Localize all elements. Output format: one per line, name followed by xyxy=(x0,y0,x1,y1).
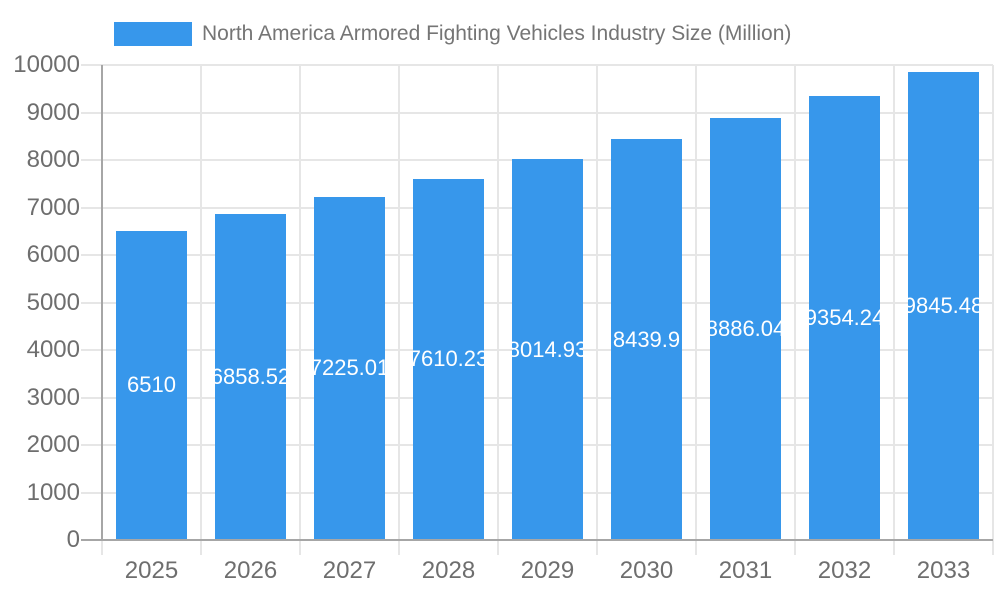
bar-value-label: 7225.01 xyxy=(314,355,385,381)
x-axis-tick-label: 2029 xyxy=(520,557,575,584)
x-axis-tick-label: 2028 xyxy=(421,557,476,584)
bar[interactable]: 8439.9 xyxy=(611,139,682,540)
y-axis-line xyxy=(101,65,103,540)
y-axis-tick-label: 9000 xyxy=(26,98,80,126)
bar-value-label: 6858.52 xyxy=(215,364,286,390)
x-gridline xyxy=(893,65,895,555)
x-axis-tick-label: 2033 xyxy=(916,557,971,584)
x-axis-tick-label: 2032 xyxy=(817,557,872,584)
y-axis-tick-label: 5000 xyxy=(26,288,80,316)
y-axis-tick-label: 3000 xyxy=(26,383,80,411)
y-axis-tick-label: 4000 xyxy=(26,336,80,363)
legend[interactable]: North America Armored Fighting Vehicles … xyxy=(114,21,791,47)
y-axis-tick-label: 10000 xyxy=(13,51,80,78)
bar[interactable]: 8886.04 xyxy=(710,117,781,540)
x-gridline xyxy=(497,65,499,555)
bar-value-label: 8886.04 xyxy=(710,315,781,341)
x-axis-tick-label: 2025 xyxy=(124,557,179,584)
legend-swatch-icon xyxy=(114,22,192,46)
bar-value-label: 8014.93 xyxy=(512,336,583,362)
x-gridline xyxy=(992,65,994,555)
x-gridline xyxy=(596,65,598,555)
bar[interactable]: 6858.52 xyxy=(215,214,286,540)
y-axis-tick-label: 0 xyxy=(66,526,80,553)
bar[interactable]: 6510 xyxy=(116,230,187,540)
y-gridline xyxy=(81,111,993,114)
x-axis-line xyxy=(81,539,993,541)
bar[interactable]: 9354.24 xyxy=(809,95,880,540)
y-axis-tick-label: 7000 xyxy=(26,193,80,221)
y-gridline xyxy=(81,64,993,66)
x-gridline xyxy=(695,65,697,555)
x-axis-tick-label: 2030 xyxy=(619,557,674,584)
bar-value-label: 9845.48 xyxy=(908,293,979,319)
bar[interactable]: 7610.23 xyxy=(413,178,484,540)
bar[interactable]: 7225.01 xyxy=(314,196,385,540)
x-gridline xyxy=(200,65,202,555)
x-axis-tick-label: 2031 xyxy=(718,557,773,584)
legend-label: North America Armored Fighting Vehicles … xyxy=(202,22,792,45)
y-axis-tick-label: 1000 xyxy=(26,478,80,506)
x-gridline xyxy=(398,65,400,555)
x-gridline xyxy=(794,65,796,555)
bar-value-label: 7610.23 xyxy=(413,346,484,372)
bar-value-label: 8439.9 xyxy=(612,326,681,352)
bar[interactable]: 9845.48 xyxy=(908,72,979,540)
bar[interactable]: 8014.93 xyxy=(512,159,583,540)
bar-value-label: 6510 xyxy=(127,372,176,398)
x-gridline xyxy=(299,65,301,555)
y-axis-tick-label: 2000 xyxy=(26,431,80,458)
y-axis-tick-label: 6000 xyxy=(26,241,80,268)
y-axis-tick-label: 8000 xyxy=(26,146,80,173)
bar-value-label: 9354.24 xyxy=(809,304,880,330)
x-axis-tick-label: 2026 xyxy=(223,557,278,584)
x-axis-tick-label: 2027 xyxy=(322,557,377,584)
